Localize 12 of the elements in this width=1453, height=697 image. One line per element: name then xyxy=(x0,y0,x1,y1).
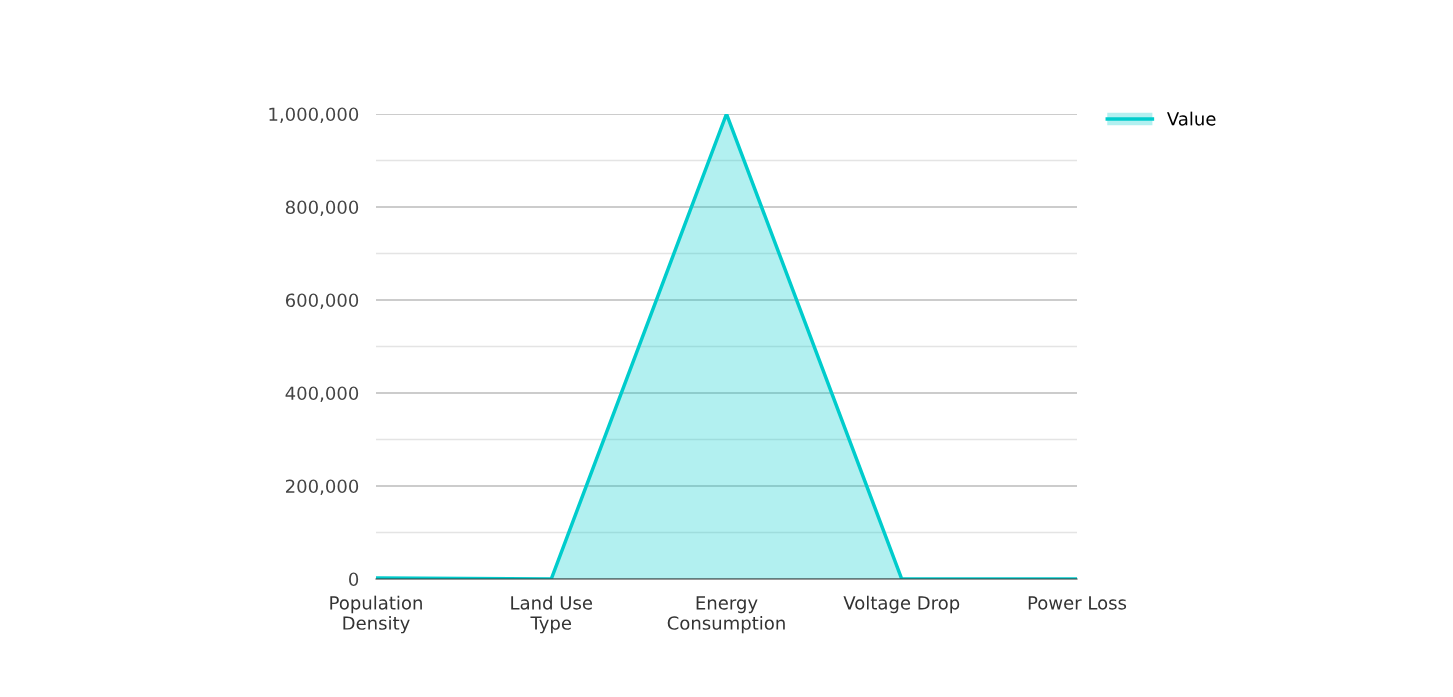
y-tick-label: 1,000,000 xyxy=(269,107,359,123)
y-tick-label: 400,000 xyxy=(285,386,359,402)
y-tick-label: 0 xyxy=(349,572,359,587)
x-tick-label: Voltage Drop xyxy=(843,595,960,614)
y-tick-label: 800,000 xyxy=(285,200,359,216)
x-tick-label: Energy Consumption xyxy=(667,596,785,634)
x-tick-label: Land Use Type xyxy=(511,595,593,634)
y-tick-label: 200,000 xyxy=(285,479,359,495)
x-tick-label: Population Density xyxy=(330,595,422,634)
legend-label: Value xyxy=(1166,111,1216,126)
y-tick-label: 600,000 xyxy=(285,293,359,309)
x-tick-label: Power Loss xyxy=(1028,596,1127,610)
